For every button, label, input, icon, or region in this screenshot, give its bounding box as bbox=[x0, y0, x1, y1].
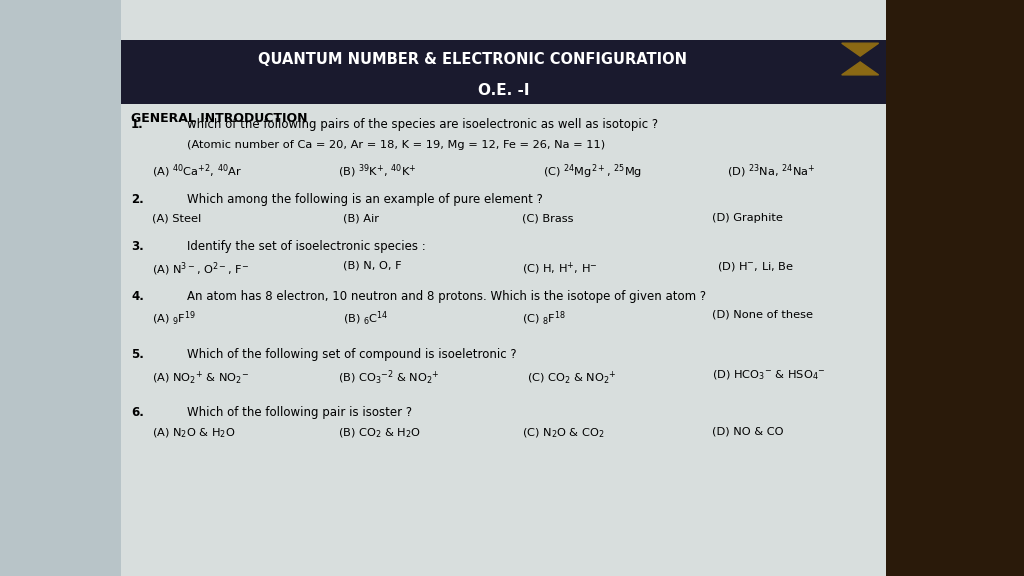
Text: (C) H, H$^{+}$, H$^{-}$: (C) H, H$^{+}$, H$^{-}$ bbox=[522, 260, 598, 276]
FancyBboxPatch shape bbox=[121, 0, 886, 576]
Text: Which among the following is an example of pure element ?: Which among the following is an example … bbox=[187, 193, 544, 206]
Text: 5.: 5. bbox=[131, 348, 144, 362]
Text: (B) Air: (B) Air bbox=[343, 213, 379, 223]
Text: (C) $^{24}$Mg$^{2+}$, $^{25}$Mg: (C) $^{24}$Mg$^{2+}$, $^{25}$Mg bbox=[543, 162, 642, 181]
Text: GENERAL INTRODUCTION: GENERAL INTRODUCTION bbox=[131, 112, 307, 124]
Text: (C) $_{8}$F$^{18}$: (C) $_{8}$F$^{18}$ bbox=[522, 310, 566, 328]
Text: (A) $_{9}$F$^{19}$: (A) $_{9}$F$^{19}$ bbox=[152, 310, 196, 328]
Text: 2.: 2. bbox=[131, 193, 143, 206]
Text: QUANTUM NUMBER & ELECTRONIC CONFIGURATION: QUANTUM NUMBER & ELECTRONIC CONFIGURATIO… bbox=[258, 51, 687, 67]
Text: An atom has 8 electron, 10 neutron and 8 protons. Which is the isotope of given : An atom has 8 electron, 10 neutron and 8… bbox=[187, 290, 707, 303]
Text: (A) $^{40}$Ca$^{+2}$, $^{40}$Ar: (A) $^{40}$Ca$^{+2}$, $^{40}$Ar bbox=[152, 162, 242, 180]
Text: (B) N, O, F: (B) N, O, F bbox=[343, 260, 401, 270]
Text: (B) $_{6}$C$^{14}$: (B) $_{6}$C$^{14}$ bbox=[343, 310, 388, 328]
Text: which of the following pairs of the species are isoelectronic as well as isotopi: which of the following pairs of the spec… bbox=[187, 118, 658, 131]
FancyBboxPatch shape bbox=[121, 78, 886, 104]
Text: (A) N$^{3-}$, O$^{2-}$, F$^{-}$: (A) N$^{3-}$, O$^{2-}$, F$^{-}$ bbox=[152, 260, 249, 278]
Text: (D) HCO$_{3}$$^{-}$ & HSO$_{4}$$^{-}$: (D) HCO$_{3}$$^{-}$ & HSO$_{4}$$^{-}$ bbox=[712, 369, 825, 382]
Text: (D) H$^{-}$, Li, Be: (D) H$^{-}$, Li, Be bbox=[717, 260, 794, 274]
Polygon shape bbox=[842, 43, 879, 56]
Text: (D) None of these: (D) None of these bbox=[712, 310, 813, 320]
FancyBboxPatch shape bbox=[0, 0, 131, 576]
Text: (C) Brass: (C) Brass bbox=[522, 213, 573, 223]
Text: 6.: 6. bbox=[131, 406, 144, 419]
Text: 3.: 3. bbox=[131, 240, 143, 253]
Text: (B) CO$_{2}$ & H$_{2}$O: (B) CO$_{2}$ & H$_{2}$O bbox=[338, 426, 421, 440]
Text: Which of the following pair is isoster ?: Which of the following pair is isoster ? bbox=[187, 406, 413, 419]
Text: (D) NO & CO: (D) NO & CO bbox=[712, 426, 783, 436]
Text: (C) N$_{2}$O & CO$_{2}$: (C) N$_{2}$O & CO$_{2}$ bbox=[522, 426, 605, 440]
FancyBboxPatch shape bbox=[121, 40, 886, 78]
Text: (A) NO$_{2}$$^{+}$ & NO$_{2}$$^{-}$: (A) NO$_{2}$$^{+}$ & NO$_{2}$$^{-}$ bbox=[152, 369, 249, 385]
Text: Identify the set of isoelectronic species :: Identify the set of isoelectronic specie… bbox=[187, 240, 426, 253]
Text: (C) CO$_{2}$ & NO$_{2}$$^{+}$: (C) CO$_{2}$ & NO$_{2}$$^{+}$ bbox=[527, 369, 617, 385]
Polygon shape bbox=[842, 62, 879, 75]
Text: (Atomic number of Ca = 20, Ar = 18, K = 19, Mg = 12, Fe = 26, Na = 11): (Atomic number of Ca = 20, Ar = 18, K = … bbox=[187, 140, 605, 150]
Text: (D) $^{23}$Na, $^{24}$Na$^{+}$: (D) $^{23}$Na, $^{24}$Na$^{+}$ bbox=[727, 162, 815, 180]
Text: (A) Steel: (A) Steel bbox=[152, 213, 201, 223]
Text: (A) N$_{2}$O & H$_{2}$O: (A) N$_{2}$O & H$_{2}$O bbox=[152, 426, 236, 440]
Text: (B) CO$_{3}$$^{-2}$ & NO$_{2}$$^{+}$: (B) CO$_{3}$$^{-2}$ & NO$_{2}$$^{+}$ bbox=[338, 369, 439, 387]
Text: 4.: 4. bbox=[131, 290, 144, 303]
Text: 1.: 1. bbox=[131, 118, 143, 131]
Text: (D) Graphite: (D) Graphite bbox=[712, 213, 782, 223]
Text: O.E. -I: O.E. -I bbox=[477, 83, 529, 98]
Text: Which of the following set of compound is isoeletronic ?: Which of the following set of compound i… bbox=[187, 348, 517, 362]
Text: (B) $^{39}$K$^{+}$, $^{40}$K$^{+}$: (B) $^{39}$K$^{+}$, $^{40}$K$^{+}$ bbox=[338, 162, 417, 180]
